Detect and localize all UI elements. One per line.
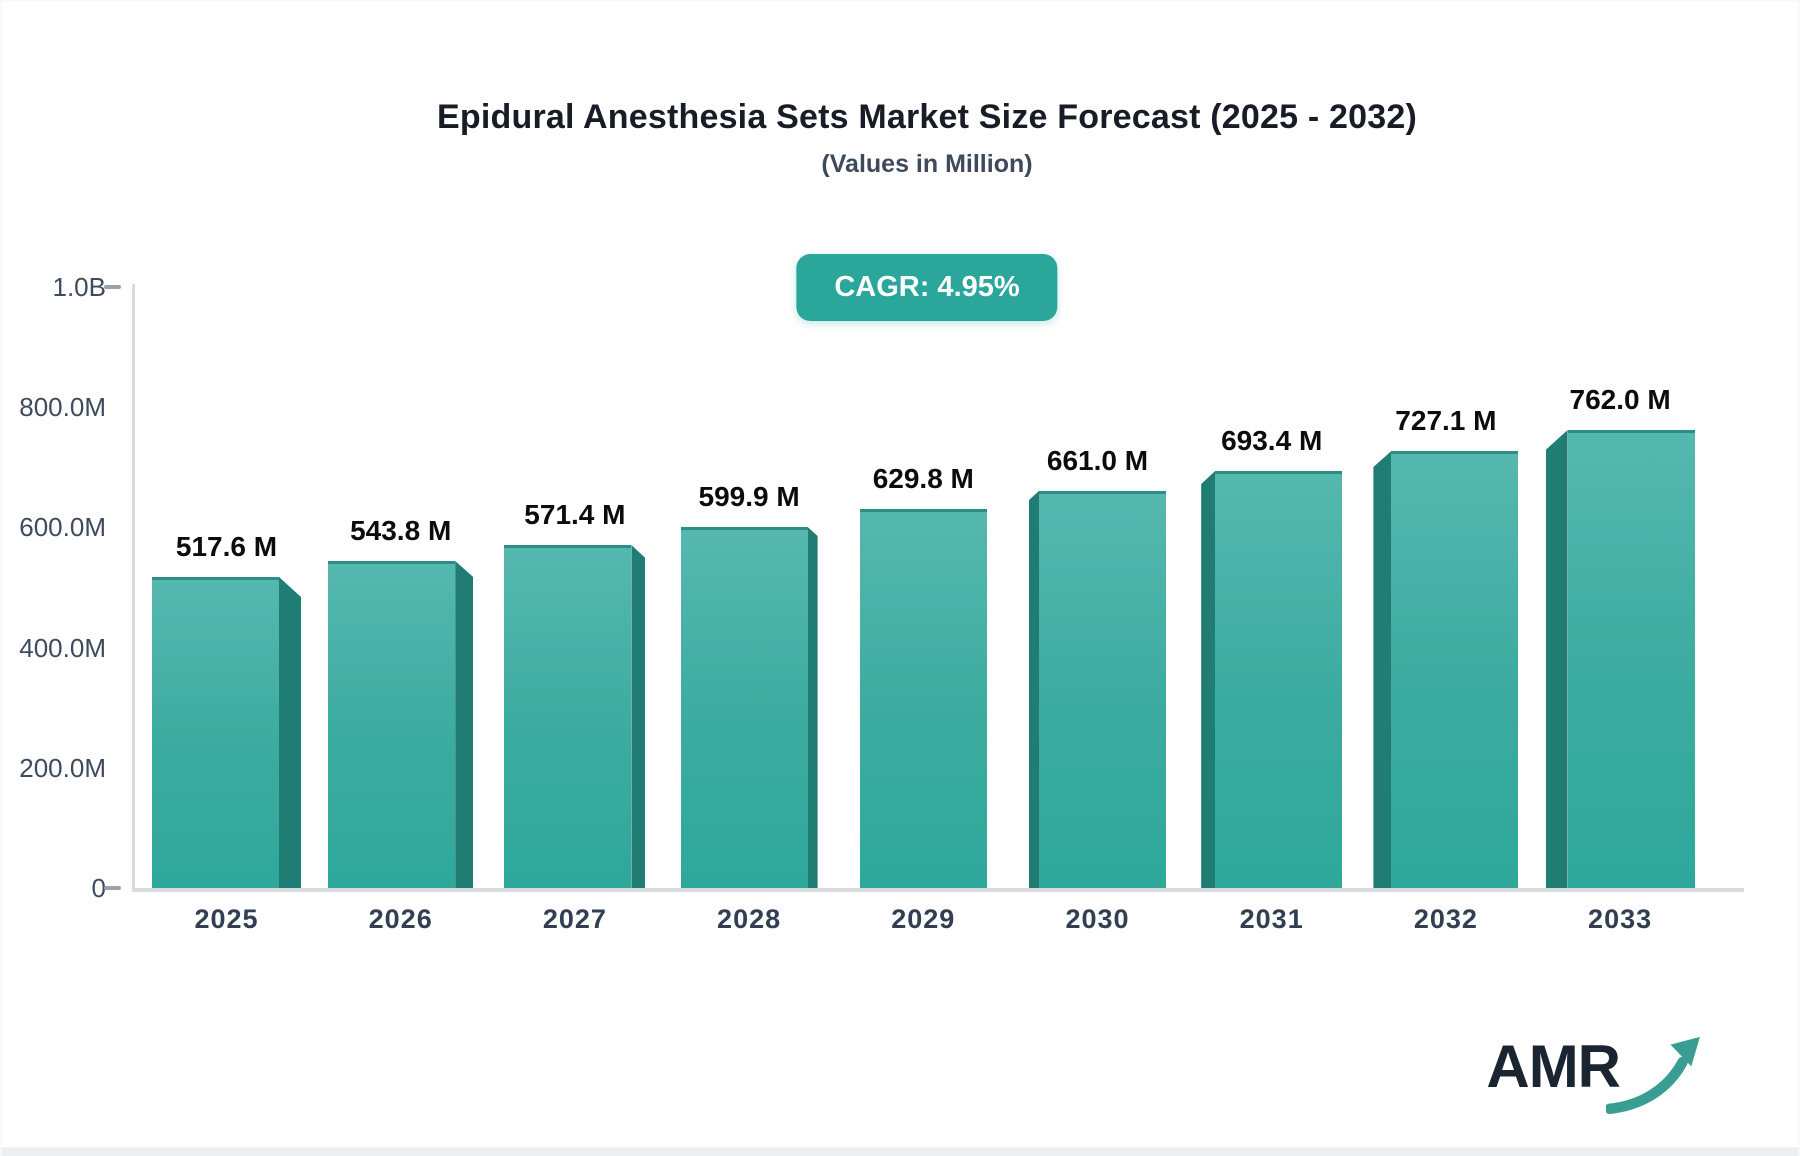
bar-2033: 762.0 M 2033: [1545, 384, 1695, 934]
bar-value-label: 727.1 M: [1395, 405, 1497, 436]
bar-2032: 727.1 M 2032: [1373, 405, 1519, 934]
bar-face: [504, 545, 632, 888]
x-tick-label-2026: 2026: [368, 904, 433, 934]
bar-face: [1215, 471, 1343, 888]
x-tick-label-2031: 2031: [1239, 904, 1304, 934]
bar-value-label: 762.0 M: [1569, 384, 1671, 415]
y-tick-label: 0: [91, 873, 106, 903]
chart-title: Epidural Anesthesia Sets Market Size For…: [437, 98, 1417, 136]
bar-face: [859, 509, 987, 888]
x-tick-label-2030: 2030: [1065, 904, 1130, 934]
growth-arrow-icon: [1604, 1036, 1702, 1119]
bar-value-label: 571.4 M: [524, 499, 626, 530]
bar-2028: 599.9 M 2028: [680, 481, 818, 934]
cagr-badge: CAGR: 4.95%: [796, 254, 1058, 321]
bar-2031: 693.4 M 2031: [1201, 425, 1343, 934]
y-tick-mark: [104, 285, 121, 289]
chart-subtitle: (Values in Million): [821, 150, 1033, 178]
bar-value-label: 599.9 M: [698, 481, 800, 512]
bar-2030: 661.0 M 2030: [1029, 445, 1166, 934]
y-axis-line: [132, 284, 135, 890]
bar-value-label: 661.0 M: [1046, 445, 1149, 476]
bar-side-shade: [631, 545, 646, 888]
bar-face: [1391, 451, 1519, 888]
bar-value-label: 629.8 M: [872, 463, 974, 494]
bar-face: [152, 577, 279, 888]
bar-side-shade: [455, 561, 474, 888]
x-tick-label-2029: 2029: [891, 904, 956, 934]
bar-side-shade: [1545, 430, 1568, 888]
y-tick-mark: [104, 886, 121, 890]
x-tick-label-2028: 2028: [717, 904, 782, 934]
bar-side-shade: [1373, 451, 1392, 888]
bar-value-label: 543.8 M: [350, 515, 452, 546]
x-tick-label-2027: 2027: [542, 904, 607, 934]
y-tick-label: 1.0B: [52, 272, 107, 302]
bar-face: [1039, 491, 1166, 888]
bar-face: [680, 527, 808, 888]
bar-side-shade: [1201, 471, 1216, 888]
bar-value-label: 517.6 M: [175, 531, 278, 562]
bar-face: [1567, 430, 1695, 888]
bottom-strip: [2, 1147, 1798, 1156]
y-tick-label: 600.0M: [19, 512, 106, 543]
bar-face: [328, 561, 456, 888]
bar-2029: 629.8 M 2029: [859, 463, 987, 934]
x-tick-label-2032: 2032: [1413, 904, 1478, 934]
amr-logo-text: AMR: [1486, 1033, 1621, 1100]
bar-2025: 517.6 M 2025: [152, 531, 301, 934]
bar-2026: 543.8 M 2026: [328, 515, 474, 934]
x-axis-line: [132, 888, 1744, 892]
bar-value-label: 693.4 M: [1221, 425, 1323, 456]
y-tick-label: 200.0M: [19, 752, 106, 783]
bar-side-shade: [279, 577, 301, 888]
bar-side-shade: [807, 527, 818, 888]
x-tick-label-2033: 2033: [1588, 904, 1653, 934]
x-tick-label-2025: 2025: [194, 904, 259, 934]
bar-2027: 571.4 M 2027: [504, 499, 646, 934]
amr-logo: AMR: [1486, 1034, 1702, 1119]
y-tick-label: 400.0M: [19, 632, 106, 663]
bar-side-shade: [1029, 491, 1039, 888]
y-tick-label: 800.0M: [19, 392, 106, 423]
